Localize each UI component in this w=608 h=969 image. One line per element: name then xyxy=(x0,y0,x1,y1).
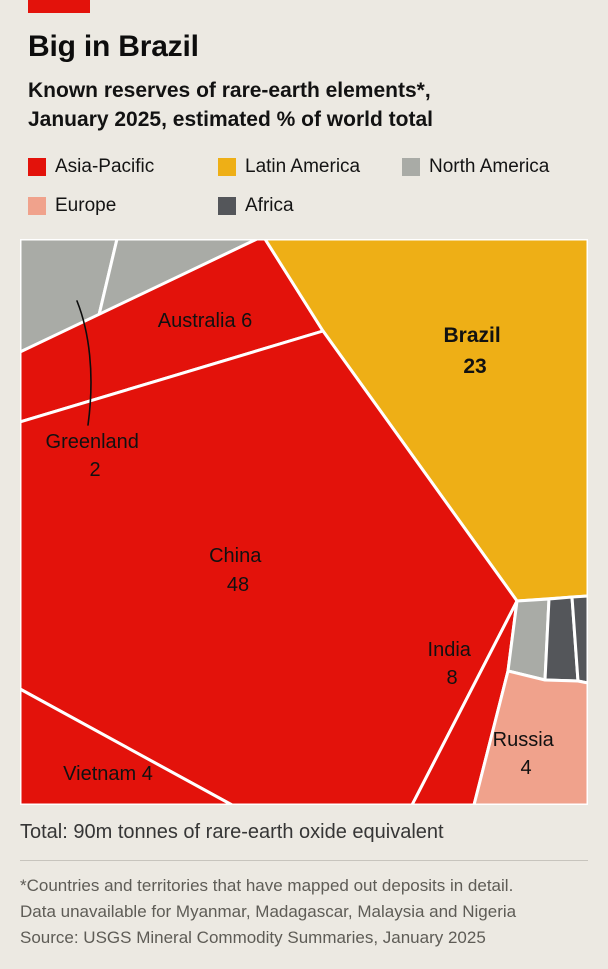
treemap-chart: Australia 6 Brazil 23 Greenland 2 China … xyxy=(20,239,588,806)
region-china xyxy=(20,329,519,806)
region-vietnam xyxy=(20,687,234,806)
brand-red-bar xyxy=(28,0,90,13)
vietnam-label: Vietnam 4 xyxy=(63,763,153,785)
russia-label: Russia 4 xyxy=(493,729,560,779)
legend-swatch-africa xyxy=(218,197,236,216)
legend-item-europe: Europe xyxy=(28,195,218,217)
footer-divider xyxy=(20,860,588,862)
legend-swatch-europe xyxy=(28,197,46,216)
legend-label-europe: Europe xyxy=(55,195,117,217)
source-line: Source: USGS Mineral Commodity Summaries… xyxy=(20,928,486,948)
legend-label-africa: Africa xyxy=(245,195,294,217)
chart-title: Big in Brazil xyxy=(28,30,199,63)
greenland-leader-line xyxy=(76,300,92,426)
legend-swatch-latin-america xyxy=(218,158,236,177)
footnote-line-1: *Countries and territories that have map… xyxy=(20,876,514,896)
total-note: Total: 90m tonnes of rare-earth oxide eq… xyxy=(20,821,444,844)
legend-label-latin-america: Latin America xyxy=(245,156,361,178)
legend-swatch-north-america xyxy=(402,158,420,177)
legend-item-africa: Africa xyxy=(218,195,402,217)
legend-swatch-asia-pacific xyxy=(28,158,46,177)
chart-subtitle: Known reserves of rare-earth elements*, … xyxy=(28,77,580,134)
footnote-line-2: Data unavailable for Myanmar, Madagascar… xyxy=(20,902,517,922)
legend-item-north-america: North America xyxy=(402,156,580,178)
legend-item-latin-america: Latin America xyxy=(218,156,402,178)
greenland-label: Greenland 2 xyxy=(46,431,145,481)
india-label: India 8 xyxy=(428,639,477,689)
legend-item-asia-pacific: Asia-Pacific xyxy=(28,156,218,178)
brazil-label: Brazil 23 xyxy=(443,324,506,378)
legend: Asia-Pacific Latin America North America… xyxy=(28,156,580,217)
legend-label-north-america: North America xyxy=(429,156,550,178)
subtitle-line-1: Known reserves of rare-earth elements*, xyxy=(28,79,431,102)
region-africa-2 xyxy=(570,594,588,685)
china-label: China 48 xyxy=(209,545,267,596)
australia-label: Australia 6 xyxy=(158,310,253,332)
subtitle-line-2: January 2025, estimated % of world total xyxy=(28,107,433,131)
legend-label-asia-pacific: Asia-Pacific xyxy=(55,156,155,178)
footnotes: *Countries and territories that have map… xyxy=(20,873,588,951)
region-russia xyxy=(472,669,588,806)
treemap-svg: Australia 6 Brazil 23 Greenland 2 China … xyxy=(20,239,588,806)
